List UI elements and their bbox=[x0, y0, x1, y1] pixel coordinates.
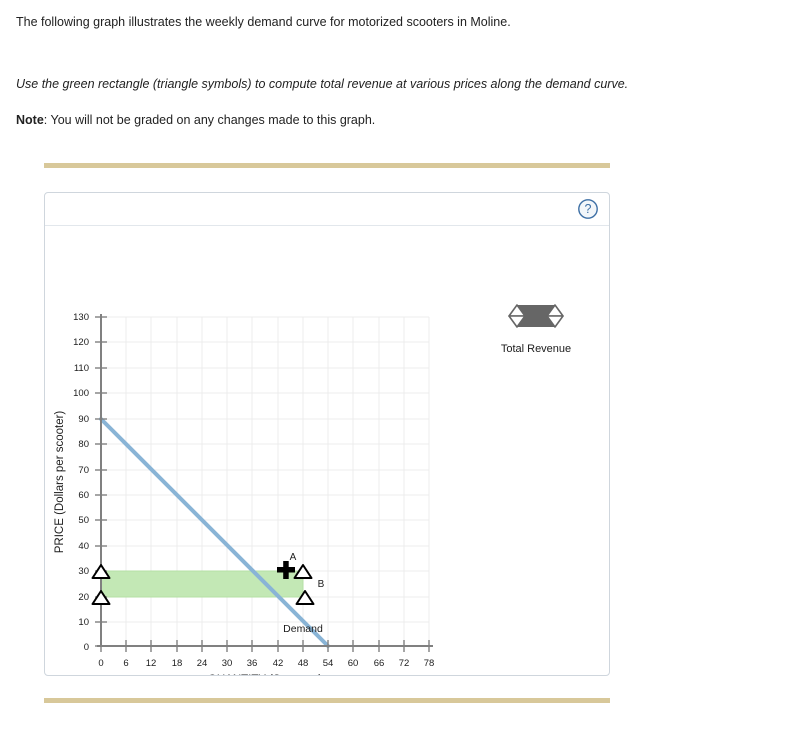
x-tick-label: 36 bbox=[247, 658, 258, 669]
x-tick-label: 78 bbox=[424, 658, 435, 669]
demand-series-label: Demand bbox=[283, 623, 323, 635]
x-tick-label: 0 bbox=[98, 658, 103, 669]
y-tick-label: 90 bbox=[78, 414, 89, 425]
total-revenue-rectangle[interactable] bbox=[100, 570, 304, 598]
demand-curve-line[interactable] bbox=[99, 417, 330, 648]
marker-label-b: B bbox=[318, 579, 325, 590]
legend: Total Revenue bbox=[501, 304, 571, 355]
revenue-handle-top-left[interactable] bbox=[91, 564, 111, 579]
x-tick-label: 12 bbox=[146, 658, 157, 669]
y-tick-label: 50 bbox=[78, 515, 89, 526]
y-tick-label: 100 bbox=[73, 388, 89, 399]
x-tick-label: 48 bbox=[298, 658, 309, 669]
help-icon-glyph: ? bbox=[585, 202, 592, 216]
marker-label-a: A bbox=[290, 552, 297, 563]
divider-rule-top bbox=[44, 163, 610, 168]
prompt-note-text: : You will not be graded on any changes … bbox=[43, 113, 376, 127]
y-tick-label: 0 bbox=[84, 642, 89, 653]
x-axis-tick-labels: 0 6 12 18 24 30 36 42 48 54 60 66 72 78 bbox=[98, 658, 434, 669]
y-tick-label: 80 bbox=[78, 439, 89, 450]
y-tick-label: 40 bbox=[78, 541, 89, 552]
prompt-intro: The following graph illustrates the week… bbox=[16, 15, 511, 29]
revenue-handle-top-right[interactable] bbox=[293, 564, 313, 579]
x-tick-label: 30 bbox=[222, 658, 233, 669]
legend-swatch-total-revenue bbox=[508, 304, 564, 328]
y-axis-tick-labels: 130 120 110 100 90 80 70 60 50 40 30 20 … bbox=[73, 312, 89, 653]
y-tick-label: 110 bbox=[74, 363, 89, 374]
y-axis-title: PRICE (Dollars per scooter) bbox=[54, 411, 66, 554]
demand-curve-chart[interactable]: 130 120 110 100 90 80 70 60 50 40 30 20 … bbox=[45, 226, 609, 675]
y-tick-label: 70 bbox=[78, 465, 89, 476]
y-tick-label: 130 bbox=[73, 312, 89, 323]
x-tick-label: 18 bbox=[172, 658, 183, 669]
y-axis-ticks bbox=[95, 316, 107, 647]
x-tick-label: 6 bbox=[123, 658, 128, 669]
y-tick-label: 20 bbox=[78, 592, 89, 603]
graph-panel: ? bbox=[44, 192, 610, 676]
divider-rule-bottom bbox=[44, 698, 610, 703]
revenue-handle-bottom-right[interactable] bbox=[295, 590, 315, 605]
x-tick-label: 66 bbox=[374, 658, 385, 669]
prompt-instruction: Use the green rectangle (triangle symbol… bbox=[16, 77, 629, 91]
y-tick-label: 10 bbox=[78, 617, 89, 628]
y-tick-label: 30 bbox=[78, 566, 89, 577]
x-tick-label: 60 bbox=[348, 658, 359, 669]
y-tick-label: 60 bbox=[78, 490, 89, 501]
x-axis-title: QUANTITY (Scooters) bbox=[208, 674, 322, 675]
prompt-note: Note: You will not be graded on any chan… bbox=[16, 112, 375, 128]
cursor-plus-icon bbox=[277, 561, 295, 579]
help-icon[interactable]: ? bbox=[577, 198, 599, 220]
x-tick-label: 54 bbox=[323, 658, 334, 669]
x-tick-label: 72 bbox=[399, 658, 410, 669]
x-tick-label: 24 bbox=[197, 658, 208, 669]
revenue-handle-bottom-left[interactable] bbox=[91, 590, 111, 605]
x-axis-ticks bbox=[100, 640, 430, 652]
legend-label-total-revenue: Total Revenue bbox=[501, 343, 571, 355]
prompt-note-label: Note bbox=[16, 113, 44, 127]
y-tick-label: 120 bbox=[73, 337, 89, 348]
plot-area[interactable]: 130 120 110 100 90 80 70 60 50 40 30 20 … bbox=[45, 226, 609, 675]
x-tick-label: 42 bbox=[273, 658, 284, 669]
graph-panel-header: ? bbox=[45, 193, 609, 226]
